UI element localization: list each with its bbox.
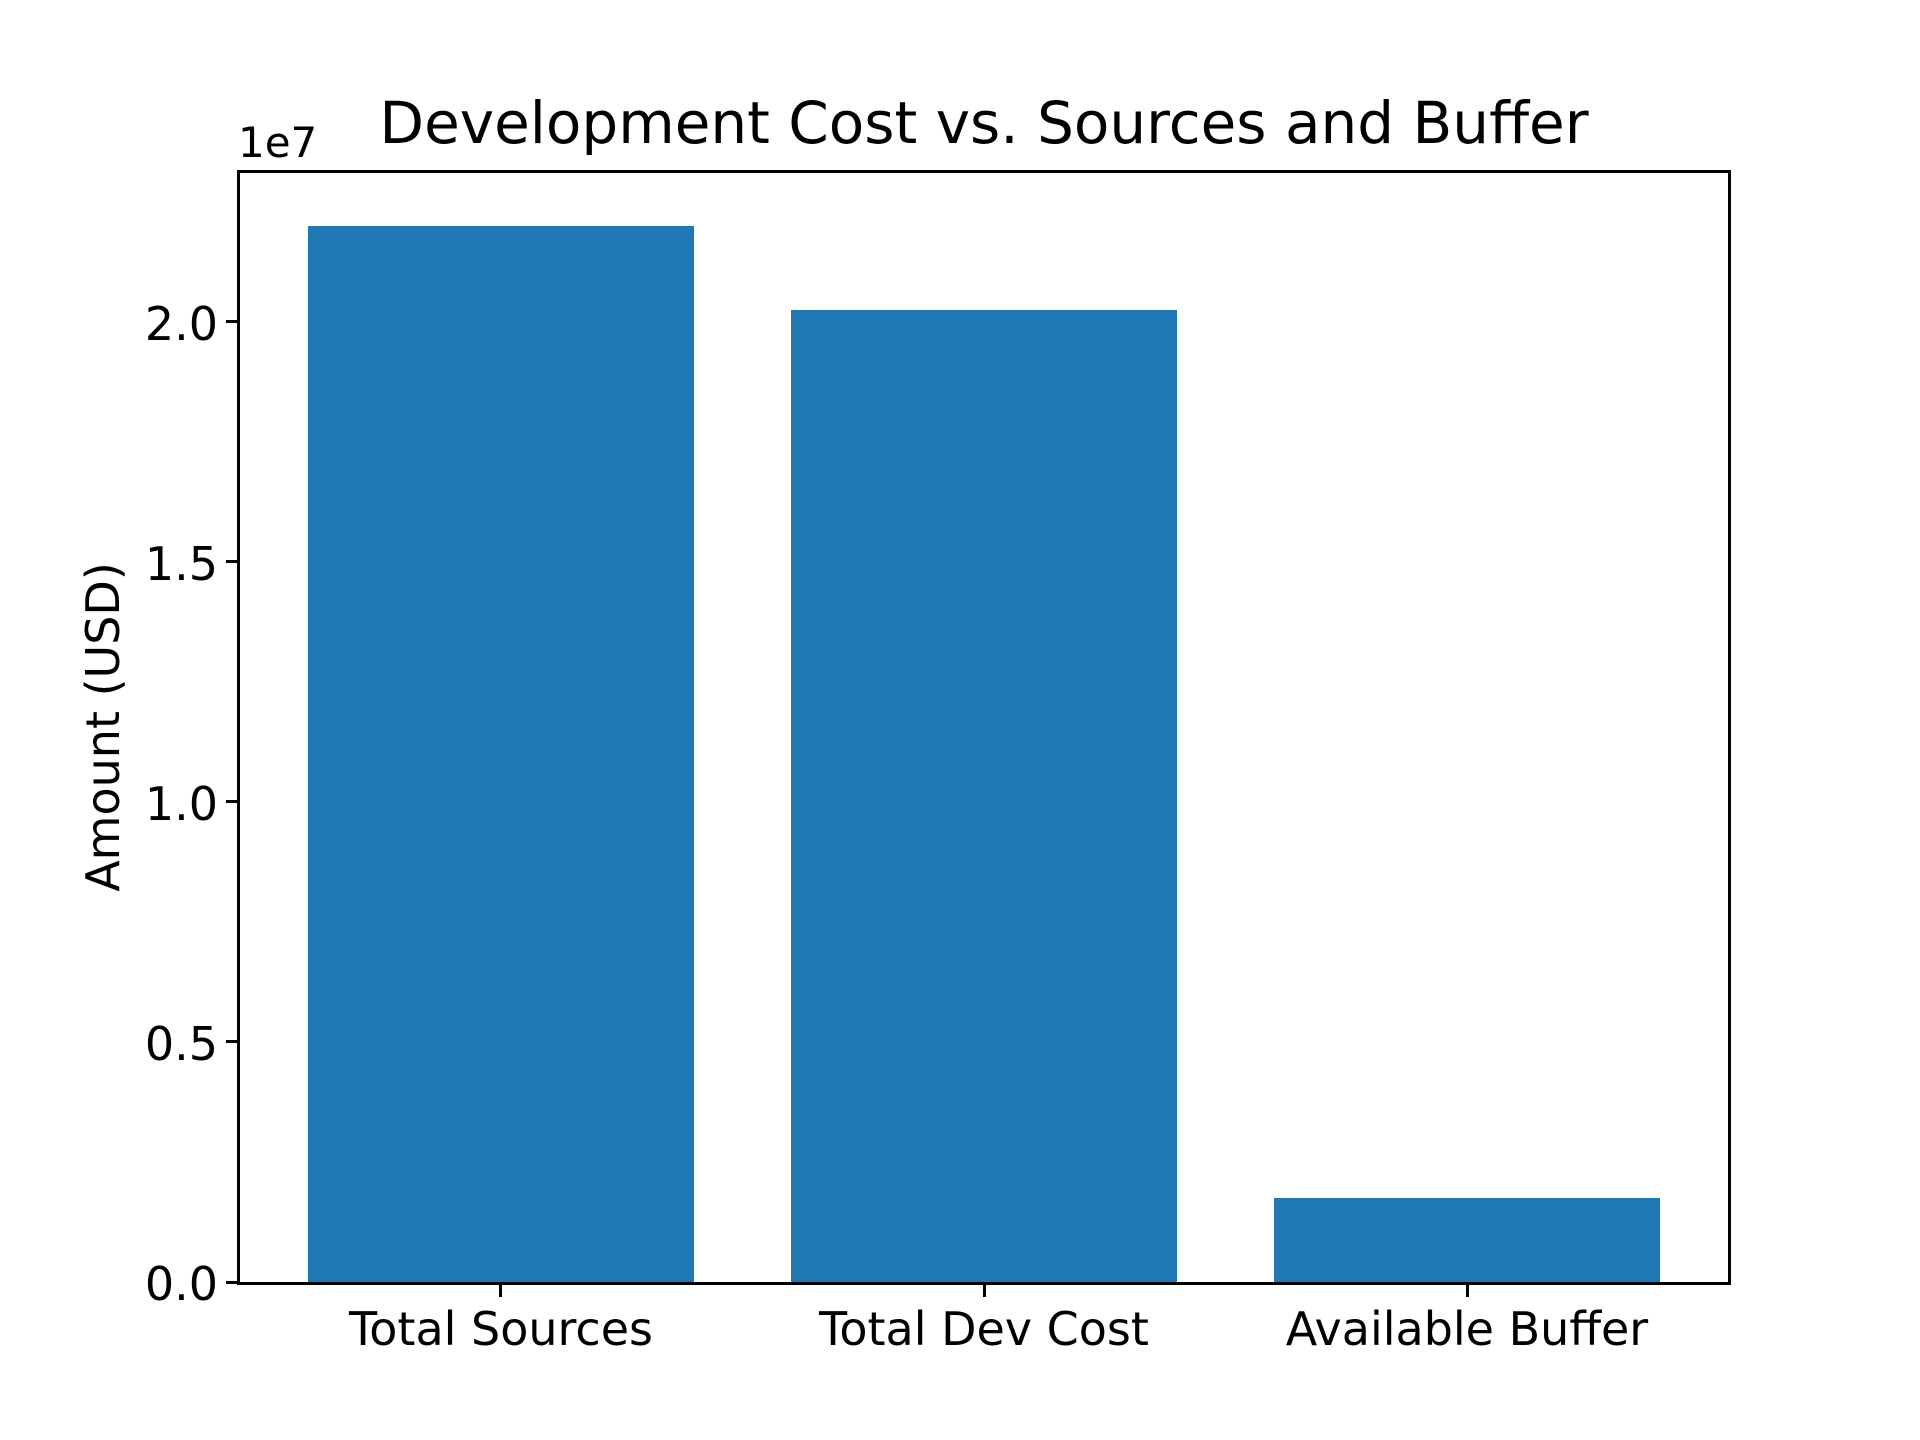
x-tick-label-available-buffer: Available Buffer [1285, 1302, 1649, 1356]
x-tick-label-total-sources: Total Sources [348, 1302, 653, 1356]
y-tick-label-0: 0.0 [144, 1257, 218, 1311]
bar-total-dev-cost [791, 310, 1177, 1282]
y-tick-label-3: 1.5 [144, 537, 218, 591]
y-axis-offset-label: 1e7 [238, 118, 318, 167]
y-tick-label-2: 1.0 [144, 777, 218, 831]
y-tick-mark-1 [226, 1040, 240, 1043]
y-tick-mark-4 [226, 320, 240, 323]
x-tick-label-total-dev-cost: Total Dev Cost [819, 1302, 1149, 1356]
chart-title: Development Cost vs. Sources and Buffer [379, 89, 1589, 157]
x-tick-mark-available-buffer [1466, 1283, 1469, 1297]
plot-area-border [237, 170, 1731, 1285]
y-axis-label: Amount (USD) [76, 562, 130, 892]
bar-total-sources [308, 226, 694, 1282]
y-tick-mark-3 [226, 560, 240, 563]
bar-available-buffer [1274, 1198, 1660, 1282]
y-tick-label-1: 0.5 [144, 1017, 218, 1071]
y-tick-mark-0 [226, 1281, 240, 1284]
y-tick-mark-2 [226, 800, 240, 803]
y-tick-label-4: 2.0 [144, 297, 218, 351]
x-tick-mark-total-sources [499, 1283, 502, 1297]
x-tick-mark-total-dev-cost [983, 1283, 986, 1297]
